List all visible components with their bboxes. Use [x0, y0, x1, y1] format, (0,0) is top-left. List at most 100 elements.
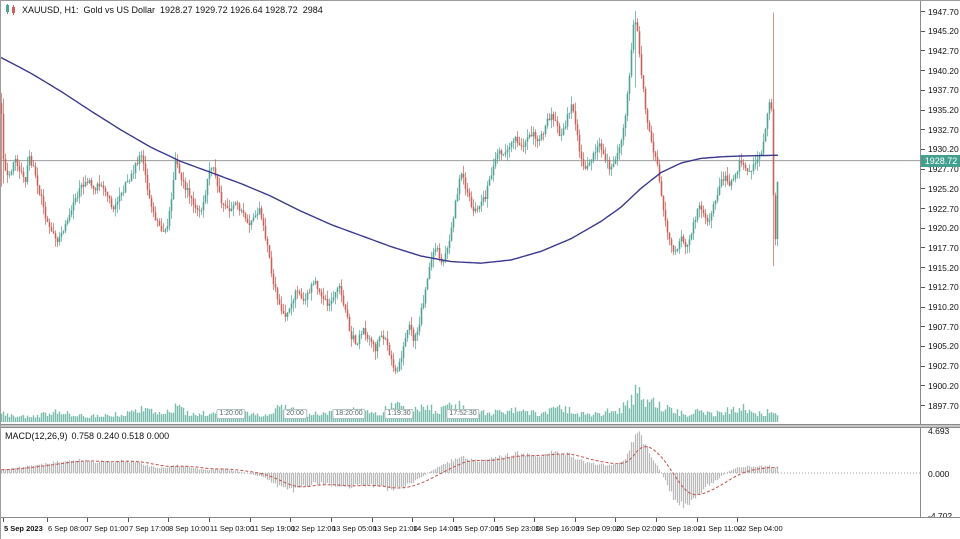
price-axis-tick	[921, 247, 925, 248]
bid-price-tag: 1928.72	[921, 155, 960, 167]
time-marker[interactable]: 1:19:30	[384, 409, 414, 419]
time-axis-tick	[372, 518, 373, 522]
time-axis-tick	[494, 518, 495, 522]
time-axis-tick	[412, 518, 413, 522]
time-axis-label: 7 Sep 01:00	[88, 524, 129, 533]
price-tick-label: 1930.20	[928, 144, 959, 154]
time-axis-label: 20 Sep 18:00	[657, 524, 702, 533]
time-axis-tick	[250, 518, 251, 522]
time-axis-tick	[168, 518, 169, 522]
time-axis-tick	[3, 518, 4, 522]
time-axis-label: 6 Sep 08:00	[48, 524, 89, 533]
price-axis-tick	[921, 385, 925, 386]
time-axis-tick	[331, 518, 332, 522]
price-axis-tick	[921, 129, 925, 130]
tick-volume-label: 2984	[302, 4, 323, 15]
price-axis-tick	[921, 208, 925, 209]
price-tick-label: 1927.70	[928, 164, 959, 174]
price-tick-label: 1915.20	[928, 263, 959, 273]
time-axis-label: 19 Sep 09:00	[576, 524, 621, 533]
time-axis-label: 13 Sep 21:00	[373, 524, 418, 533]
time-axis-label: 8 Sep 10:00	[169, 524, 210, 533]
price-axis-tick	[921, 110, 925, 111]
time-axis-tick	[47, 518, 48, 522]
time-axis-label: 21 Sep 11:00	[698, 524, 743, 533]
time-axis-label: 22 Sep 04:00	[738, 524, 783, 533]
time-axis-label: 12 Sep 12:00	[291, 524, 336, 533]
symbol-description-label: Gold vs US Dollar	[83, 4, 156, 15]
time-axis-label: 15 Sep 23:00	[495, 524, 540, 533]
time-axis-label: 14 Sep 14:00	[413, 524, 458, 533]
time-axis-tick	[575, 518, 576, 522]
price-tick-label: 1940.20	[928, 66, 959, 76]
time-axis-tick	[737, 518, 738, 522]
time-axis-label: 7 Sep 17:00	[129, 524, 170, 533]
price-tick-label: 1905.20	[928, 341, 959, 351]
price-tick-label: 1922.70	[928, 204, 959, 214]
macd-tick-label: 0.000	[928, 469, 950, 479]
time-marker[interactable]: 20:00	[283, 409, 307, 419]
price-tick-label: 1937.70	[928, 85, 959, 95]
price-axis-tick	[921, 11, 925, 12]
price-tick-label: 1945.20	[928, 26, 959, 36]
ohlc-values-label: 1928.27 1929.72 1926.64 1928.72	[160, 4, 298, 15]
price-axis-tick	[921, 70, 925, 71]
price-tick-label: 1900.20	[928, 381, 959, 391]
price-tick-label: 1902.70	[928, 361, 959, 371]
time-axis-tick	[87, 518, 88, 522]
price-axis-tick	[921, 267, 925, 268]
price-axis-tick	[921, 188, 925, 189]
price-axis-tick	[921, 149, 925, 150]
price-axis-tick	[921, 50, 925, 51]
time-axis-label: 20 Sep 02:00	[616, 524, 661, 533]
time-axis-tick	[209, 518, 210, 522]
macd-indicator-label: MACD(12,26,9) 0.758 0.240 0.518 0.000	[5, 431, 173, 441]
time-axis-label: 18 Sep 16:00	[535, 524, 580, 533]
price-axis-tick	[921, 287, 925, 288]
price-axis-tick	[921, 228, 925, 229]
price-axis-tick	[921, 346, 925, 347]
price-tick-label: 1935.20	[928, 105, 959, 115]
macd-tick-label: 4.693	[928, 426, 950, 436]
macd-values-label: 0.758 0.240 0.518 0.000	[71, 431, 170, 441]
candlestick-plot	[1, 11, 920, 422]
price-tick-label: 1897.70	[928, 401, 959, 411]
price-tick-label: 1917.70	[928, 243, 959, 253]
time-marker[interactable]: 17:52:30	[446, 409, 480, 419]
macd-tick-label: -4.702	[928, 511, 953, 521]
price-chart-canvas[interactable]	[1, 1, 920, 424]
macd-plot	[1, 431, 920, 508]
price-tick-label: 1910.20	[928, 302, 959, 312]
chart-symbol-header: XAUUSD, H1: Gold vs US Dollar 1928.27 19…	[5, 4, 323, 15]
price-axis-tick	[921, 366, 925, 367]
price-tick-label: 1920.20	[928, 223, 959, 233]
time-axis-tick	[534, 518, 535, 522]
price-axis-tick	[921, 307, 925, 308]
time-marker[interactable]: 18:20:00	[332, 409, 366, 419]
time-axis-label: 15 Sep 07:00	[454, 524, 499, 533]
time-axis-label: 11 Sep 03:00	[210, 524, 255, 533]
time-axis-label: 5 Sep 2023	[4, 524, 43, 533]
price-tick-label: 1912.70	[928, 282, 959, 292]
macd-indicator-canvas[interactable]	[1, 428, 920, 517]
price-axis-tick	[921, 405, 925, 406]
price-tick-label: 1925.20	[928, 184, 959, 194]
time-axis-tick	[697, 518, 698, 522]
macd-name-label: MACD(12,26,9)	[5, 431, 68, 441]
price-axis-tick	[921, 169, 925, 170]
price-axis-tick	[921, 90, 925, 91]
price-axis[interactable]: 1947.70 1945.20 1942.70 1940.20 1937.70 1935.…	[920, 1, 960, 539]
time-axis-tick	[128, 518, 129, 522]
time-marker[interactable]: 1:20:00	[216, 409, 246, 419]
pane-divider[interactable]	[1, 424, 960, 428]
price-tick-label: 1942.70	[928, 46, 959, 56]
time-axis-tick	[656, 518, 657, 522]
time-axis-label: 11 Sep 19:00	[251, 524, 296, 533]
price-axis-tick	[921, 31, 925, 32]
time-axis-tick	[615, 518, 616, 522]
price-tick-label: 1947.70	[928, 7, 959, 17]
time-axis-tick	[290, 518, 291, 522]
time-axis[interactable]: 5 Sep 2023 6 Sep 08:00 7 Sep 01:00 7 Sep 17…	[1, 517, 960, 539]
time-axis-label: 13 Sep 05:00	[332, 524, 377, 533]
